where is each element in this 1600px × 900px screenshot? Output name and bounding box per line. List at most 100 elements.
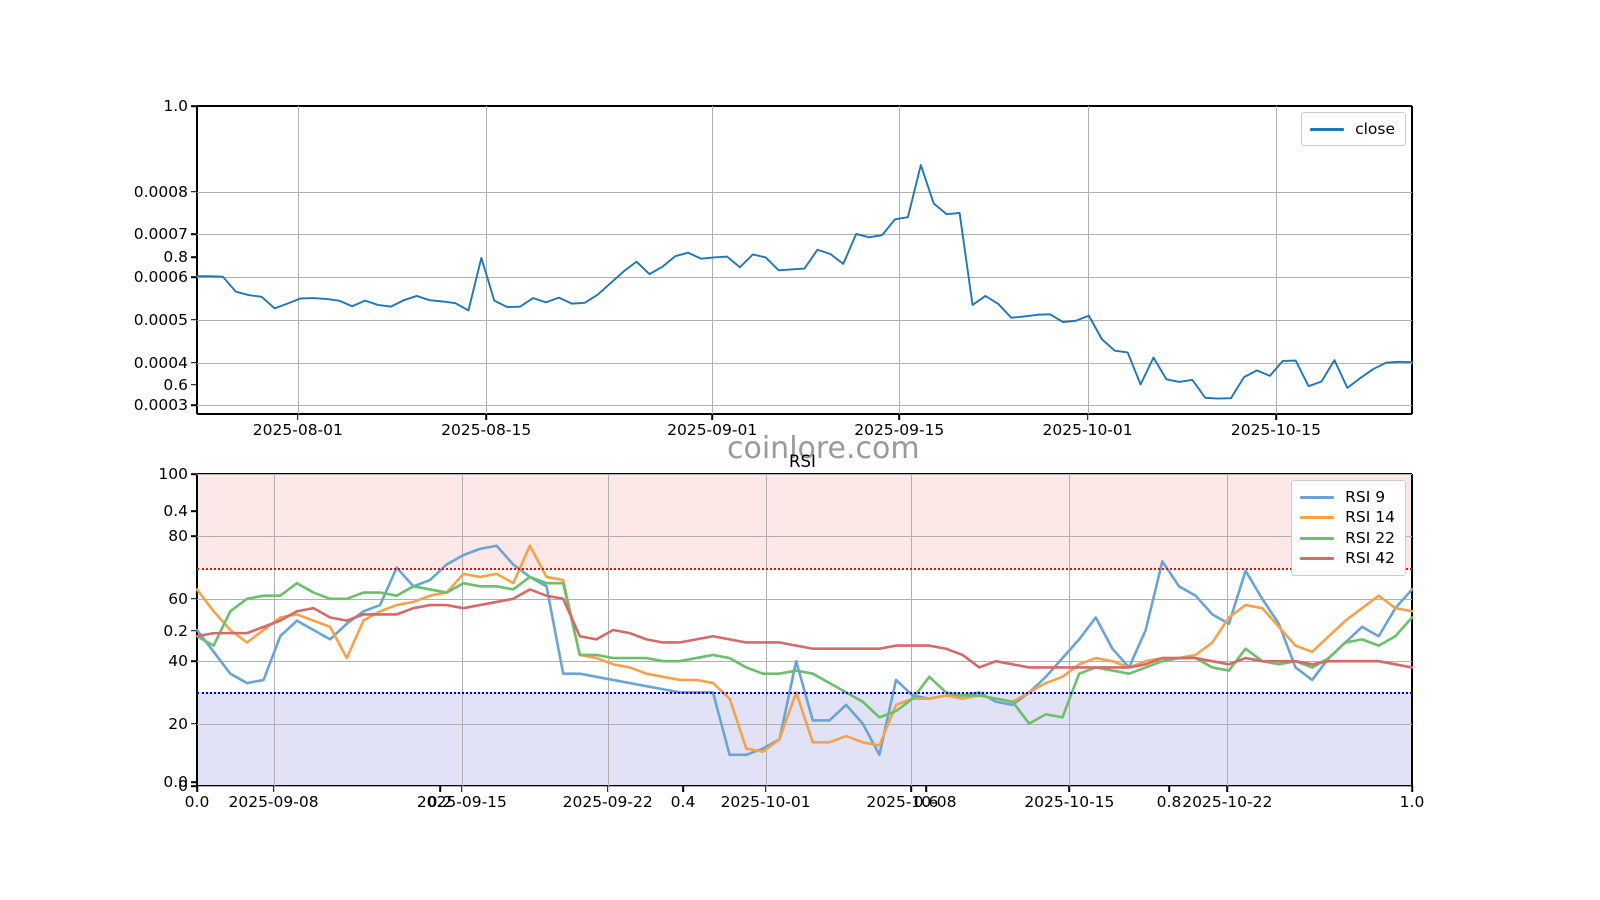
price-axis-spine-top — [197, 105, 1412, 107]
price-x-tick-2-mark — [711, 414, 713, 420]
rsi-x-tick-1: 2025-09-15 — [416, 793, 507, 811]
legend-color-swatch-icon — [1310, 127, 1345, 131]
price-x-tick-3-mark — [898, 414, 901, 420]
price-y-tick-5-mark — [191, 404, 197, 407]
rsi-y-tick-0: 100 — [158, 465, 188, 483]
price-y-tick-2-mark — [191, 276, 197, 278]
legend-color-swatch-icon — [1300, 536, 1335, 540]
rsi-x-overlay-tick-3: 0.6 — [913, 793, 939, 811]
gridline-horizontal — [197, 786, 1412, 787]
rsi-legend-item-1[interactable]: RSI 14 — [1300, 507, 1395, 527]
price-y-overlay-tick-2: 0.6 — [163, 375, 188, 394]
price-x-tick-2: 2025-09-01 — [667, 421, 758, 439]
rsi-x-tick-4: 2025-10-08 — [866, 793, 957, 811]
watermark-coinlore: coinlore.com — [727, 431, 920, 466]
price-y-tick-4-mark — [191, 361, 197, 364]
price-y-tick-2: 0.0006 — [133, 268, 188, 287]
price-x-tick-0: 2025-08-01 — [252, 421, 343, 439]
rsi-axis-spine-right — [1411, 474, 1413, 786]
price-x-tick-1-mark — [485, 414, 487, 420]
rsi-line-plot — [197, 474, 1412, 786]
rsi-x-overlay-tick-1: 0.2 — [427, 793, 453, 811]
price-y-overlay-tick-1: 0.8 — [163, 247, 188, 266]
rsi-oversold-band — [197, 692, 1412, 786]
rsi-y-tick-3-mark — [191, 660, 197, 662]
price-y-tick-3: 0.0005 — [133, 310, 188, 329]
price-chart-panel: 0.0008 0.0007 0.0006 0.0005 0.0004 0.0003 1.0… — [134, 97, 1412, 439]
gridline-vertical — [712, 106, 714, 414]
rsi-legend-item-3[interactable]: RSI 42 — [1300, 548, 1395, 568]
rsi-y-overlay-tick-0-mark — [191, 510, 197, 513]
rsi-x-overlay-tick-5-mark — [1411, 786, 1413, 792]
rsi-x-tick-3: 2025-10-01 — [720, 793, 811, 811]
rsi-x-tick-3-mark — [764, 786, 767, 792]
gridline-vertical — [607, 474, 609, 786]
gridline-horizontal — [197, 598, 1412, 600]
rsi-legend-item-0[interactable]: RSI 9 — [1300, 487, 1395, 507]
legend-color-swatch-icon — [1300, 557, 1335, 561]
price-y-overlay-tick-0-mark — [191, 105, 197, 107]
gridline-horizontal — [197, 405, 1412, 407]
rsi-x-tick-1-mark — [461, 786, 463, 792]
legend-color-swatch-icon — [1300, 495, 1335, 499]
gridline-horizontal — [197, 536, 1412, 538]
price-axis-spine-left — [196, 106, 198, 414]
rsi-x-overlay-tick-5: 1.0 — [1399, 793, 1425, 811]
rsi-legend-item-2[interactable]: RSI 22 — [1300, 528, 1395, 548]
gridline-horizontal — [197, 234, 1412, 236]
gridline-vertical — [1087, 106, 1089, 414]
gridline-vertical — [1069, 474, 1071, 786]
rsi-y-overlay-tick-1: 0.2 — [163, 621, 188, 640]
rsi-x-tick-2: 2025-09-22 — [562, 793, 653, 811]
gridline-horizontal — [197, 362, 1412, 364]
rsi-panel-title: RSI — [789, 452, 816, 471]
legend-label: RSI 42 — [1345, 549, 1395, 568]
rsi-x-tick-0-mark — [272, 786, 275, 792]
price-legend[interactable]: close — [1301, 112, 1406, 147]
price-y-tick-3-mark — [191, 319, 197, 321]
gridline-horizontal — [197, 723, 1412, 725]
rsi-x-tick-4-mark — [910, 786, 913, 792]
gridline-vertical — [1275, 106, 1277, 414]
rsi-y-tick-2-mark — [191, 598, 197, 600]
rsi-x-tick-5-mark — [1068, 786, 1071, 792]
price-x-tick-5: 2025-10-15 — [1230, 421, 1321, 439]
rsi-y-tick-1: 80 — [168, 527, 188, 546]
gridline-vertical — [911, 474, 913, 786]
price-x-tick-1: 2025-08-15 — [441, 421, 532, 439]
legend-label: close — [1355, 120, 1395, 138]
gridline-vertical — [273, 474, 275, 786]
rsi-x-overlay-tick-2-mark — [682, 786, 684, 792]
price-x-tick-3: 2025-09-15 — [854, 421, 945, 439]
price-y-tick-5: 0.0003 — [133, 396, 188, 415]
gridline-vertical — [899, 106, 901, 414]
price-legend-item-0[interactable]: close — [1310, 119, 1395, 139]
legend-label: RSI 22 — [1345, 528, 1395, 547]
rsi-y-tick-5: 0 — [178, 777, 188, 795]
price-x-tick-0-mark — [297, 414, 299, 420]
price-y-tick-1: 0.0007 — [133, 225, 188, 244]
price-x-tick-4-mark — [1086, 414, 1089, 420]
rsi-x-overlay-tick-0-mark — [196, 786, 198, 792]
rsi-y-overlay-tick-2-mark — [191, 781, 197, 784]
price-y-tick-4: 0.0004 — [133, 353, 188, 372]
rsi-chart-panel: 100 80 60 40 20 0 0.4 0.2 0.0 2025-09-08 2025-09… — [158, 465, 1424, 811]
price-y-tick-0-mark — [191, 190, 197, 193]
gridline-vertical — [765, 474, 767, 786]
gridline-horizontal — [197, 191, 1412, 193]
rsi-x-tick-0: 2025-09-08 — [228, 793, 319, 811]
rsi-overbought-level-line — [197, 567, 1412, 570]
rsi-x-overlay-tick-0: 0.0 — [184, 793, 210, 811]
rsi-y-overlay-tick-2: 0.0 — [163, 773, 188, 792]
price-y-overlay-tick-1-mark — [191, 256, 197, 258]
rsi-y-tick-1-mark — [191, 535, 197, 538]
rsi-x-overlay-tick-3-mark — [925, 786, 927, 792]
rsi-legend[interactable]: RSI 9 RSI 14 RSI 22 RSI 42 — [1291, 480, 1406, 576]
rsi-y-tick-0-mark — [191, 473, 197, 475]
price-y-overlay-tick-2-mark — [191, 383, 197, 386]
rsi-overbought-band — [197, 474, 1412, 568]
rsi-y-overlay-tick-0: 0.4 — [163, 502, 188, 521]
gridline-horizontal — [197, 277, 1412, 279]
rsi-oversold-level-line — [197, 692, 1412, 695]
